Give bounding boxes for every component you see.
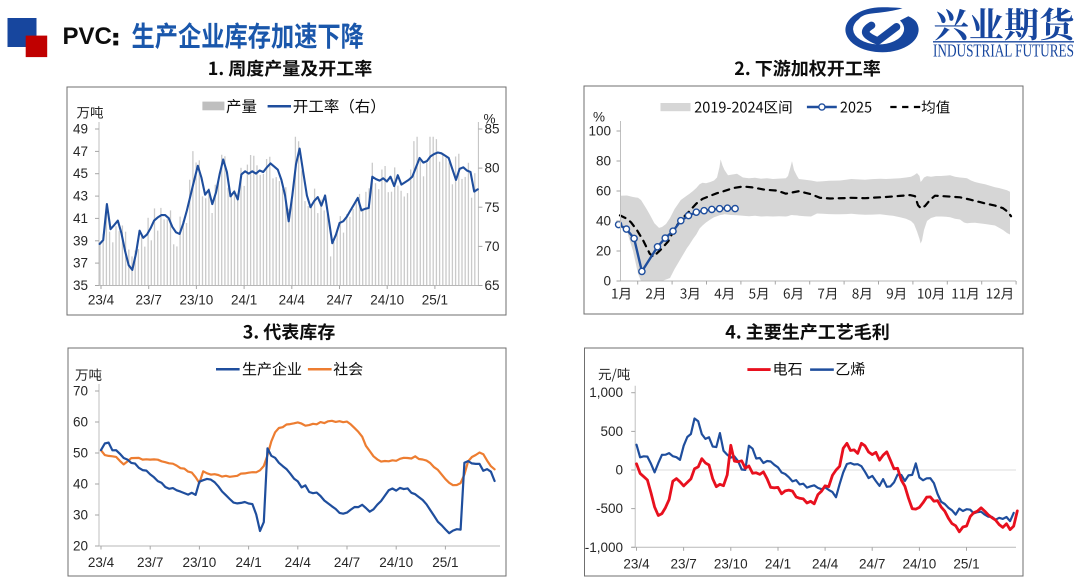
svg-text:75: 75 bbox=[485, 200, 500, 215]
svg-text:50: 50 bbox=[73, 446, 88, 461]
svg-text:24/4: 24/4 bbox=[285, 555, 312, 570]
svg-text:24/10: 24/10 bbox=[903, 557, 937, 572]
svg-text:-1,000: -1,000 bbox=[585, 540, 623, 555]
svg-text:23/10: 23/10 bbox=[180, 293, 214, 308]
svg-text:40: 40 bbox=[596, 214, 611, 229]
svg-text:500: 500 bbox=[600, 424, 623, 439]
svg-text:80: 80 bbox=[485, 161, 500, 176]
svg-text:0: 0 bbox=[615, 463, 623, 478]
svg-text:23/10: 23/10 bbox=[714, 557, 748, 572]
svg-text:23/4: 23/4 bbox=[88, 555, 115, 570]
svg-text:35: 35 bbox=[73, 278, 88, 293]
svg-text:23/10: 23/10 bbox=[183, 555, 217, 570]
svg-text:24/4: 24/4 bbox=[279, 293, 306, 308]
svg-text:49: 49 bbox=[73, 122, 88, 137]
svg-text:20: 20 bbox=[73, 539, 88, 554]
svg-text:80: 80 bbox=[596, 154, 611, 169]
svg-text:23/7: 23/7 bbox=[137, 555, 163, 570]
svg-text:24/1: 24/1 bbox=[231, 293, 257, 308]
svg-text:37: 37 bbox=[73, 256, 88, 271]
svg-text:23/7: 23/7 bbox=[670, 557, 696, 572]
svg-text:1,000: 1,000 bbox=[589, 385, 623, 400]
svg-text:25/1: 25/1 bbox=[422, 293, 448, 308]
svg-text:70: 70 bbox=[73, 384, 88, 399]
svg-text:-500: -500 bbox=[596, 501, 623, 516]
svg-text:24/10: 24/10 bbox=[370, 293, 404, 308]
svg-text:23/4: 23/4 bbox=[88, 293, 115, 308]
svg-text:23/7: 23/7 bbox=[136, 293, 162, 308]
svg-text:24/7: 24/7 bbox=[326, 293, 352, 308]
svg-text:INDUSTRIAL FUTURES: INDUSTRIAL FUTURES bbox=[933, 41, 1074, 61]
svg-text:60: 60 bbox=[73, 415, 88, 430]
svg-text:24/1: 24/1 bbox=[765, 557, 791, 572]
svg-text:24/7: 24/7 bbox=[334, 555, 360, 570]
svg-text:%: % bbox=[593, 110, 605, 125]
svg-text:20: 20 bbox=[596, 244, 611, 259]
svg-text:24/7: 24/7 bbox=[859, 557, 885, 572]
svg-text:24/1: 24/1 bbox=[235, 555, 261, 570]
svg-text:25/1: 25/1 bbox=[432, 555, 458, 570]
svg-text:70: 70 bbox=[485, 239, 500, 254]
svg-text:43: 43 bbox=[73, 189, 88, 204]
svg-text:25/1: 25/1 bbox=[953, 557, 979, 572]
svg-text:45: 45 bbox=[73, 166, 88, 181]
svg-text:%: % bbox=[483, 111, 495, 126]
svg-text:23/4: 23/4 bbox=[623, 557, 650, 572]
svg-text:100: 100 bbox=[588, 124, 611, 139]
svg-text:24/10: 24/10 bbox=[379, 555, 413, 570]
svg-text:24/4: 24/4 bbox=[812, 557, 839, 572]
svg-text:39: 39 bbox=[73, 233, 88, 248]
svg-text:PVC: PVC bbox=[63, 23, 112, 50]
svg-text:85: 85 bbox=[485, 122, 500, 137]
svg-text:41: 41 bbox=[73, 211, 88, 226]
svg-text:30: 30 bbox=[73, 508, 88, 523]
svg-text:0: 0 bbox=[603, 274, 611, 289]
svg-text:47: 47 bbox=[73, 144, 88, 159]
svg-text:65: 65 bbox=[485, 278, 500, 293]
svg-text:40: 40 bbox=[73, 477, 88, 492]
svg-text:60: 60 bbox=[596, 184, 611, 199]
